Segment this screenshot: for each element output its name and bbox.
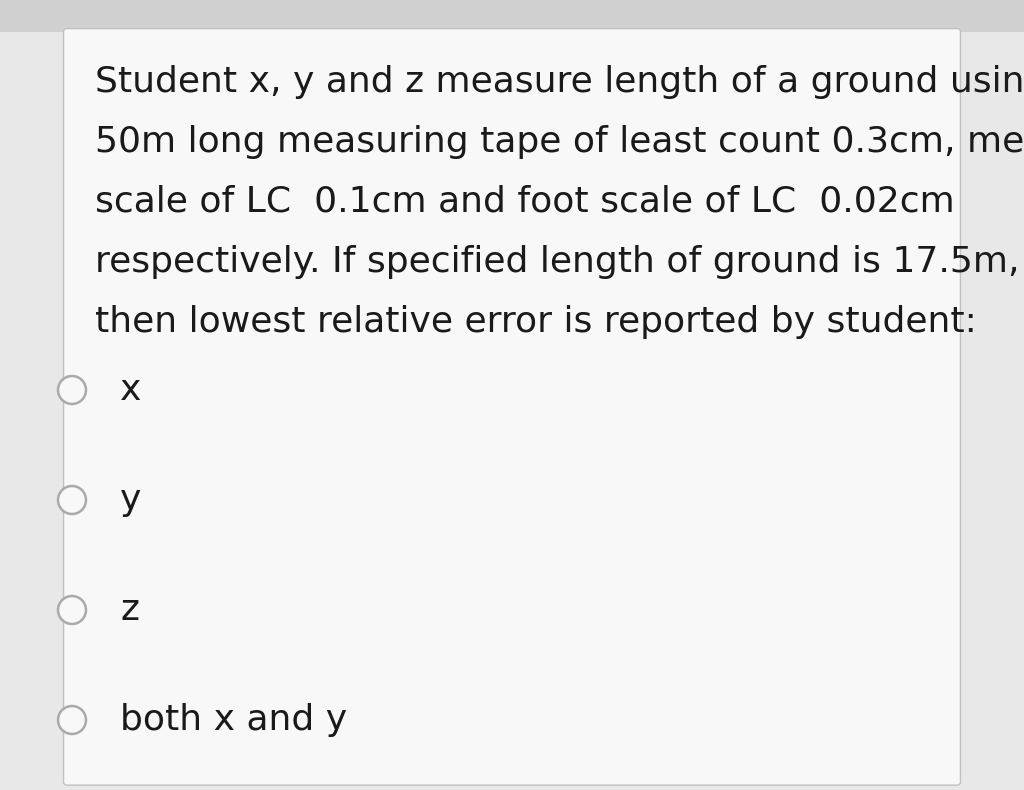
Text: y: y <box>120 483 141 517</box>
Text: respectively. If specified length of ground is 17.5m,: respectively. If specified length of gro… <box>95 245 1020 279</box>
Text: scale of LC  0.1cm and foot scale of LC  0.02cm: scale of LC 0.1cm and foot scale of LC 0… <box>95 185 954 219</box>
Text: z: z <box>120 593 139 627</box>
Text: then lowest relative error is reported by student:: then lowest relative error is reported b… <box>95 305 977 339</box>
Circle shape <box>58 486 86 514</box>
Circle shape <box>58 376 86 404</box>
Text: both x and y: both x and y <box>120 703 347 737</box>
Text: x: x <box>120 373 141 407</box>
Circle shape <box>58 706 86 734</box>
Bar <box>0 0 1024 32</box>
Circle shape <box>58 596 86 624</box>
Text: 50m long measuring tape of least count 0.3cm, meter: 50m long measuring tape of least count 0… <box>95 125 1024 159</box>
FancyBboxPatch shape <box>63 28 961 785</box>
Text: Student x, y and z measure length of a ground using: Student x, y and z measure length of a g… <box>95 65 1024 99</box>
